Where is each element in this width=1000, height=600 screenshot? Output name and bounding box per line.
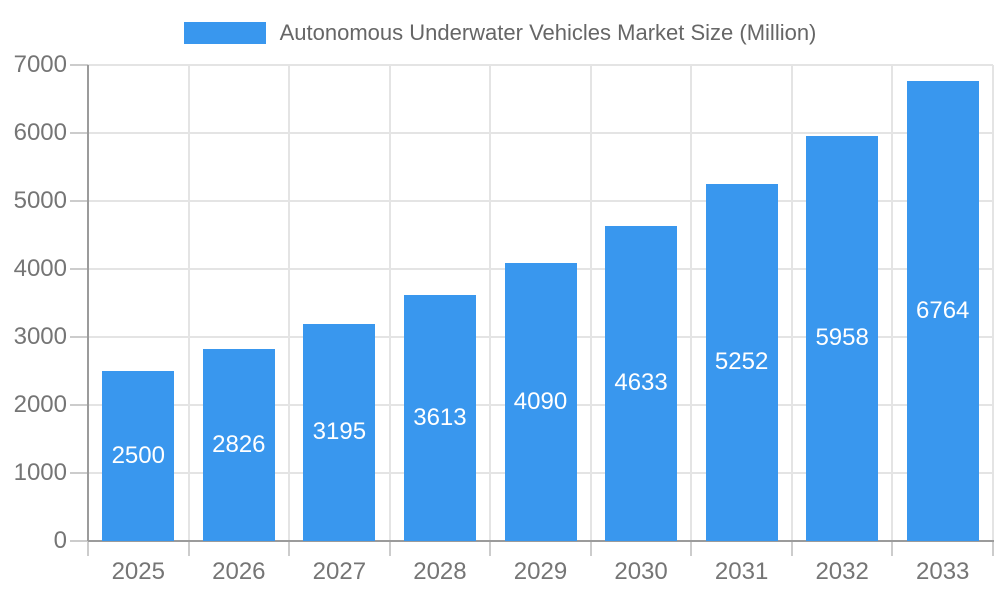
x-tick-label: 2025 bbox=[111, 558, 165, 585]
bar-value-label: 4090 bbox=[513, 387, 568, 415]
x-tick-label: 2031 bbox=[714, 558, 769, 585]
x-axis-tick bbox=[489, 541, 492, 556]
x-tick-label: 2033 bbox=[916, 558, 970, 585]
bar-value-label: 6764 bbox=[916, 297, 970, 325]
x-gridline bbox=[187, 65, 190, 541]
bar-value-label: 5252 bbox=[714, 348, 769, 376]
y-tick-label: 7000 bbox=[13, 51, 67, 78]
y-tick-label: 1000 bbox=[13, 459, 67, 486]
x-gridline bbox=[690, 65, 693, 541]
legend-swatch-icon bbox=[183, 22, 266, 44]
y-gridline bbox=[88, 132, 993, 134]
y-tick-label: 6000 bbox=[13, 119, 67, 146]
bar[interactable] bbox=[705, 183, 778, 541]
x-axis-tick bbox=[589, 541, 592, 556]
bar[interactable] bbox=[906, 81, 979, 541]
y-axis-tick bbox=[70, 64, 88, 66]
y-axis-tick bbox=[70, 540, 88, 542]
bar[interactable] bbox=[303, 323, 376, 541]
x-axis-line bbox=[88, 540, 994, 542]
bar[interactable] bbox=[202, 348, 275, 541]
y-axis-tick bbox=[70, 200, 88, 202]
y-axis-tick bbox=[70, 404, 88, 406]
y-axis-tick bbox=[70, 336, 88, 338]
bar[interactable] bbox=[403, 295, 476, 541]
y-tick-label: 2000 bbox=[13, 391, 67, 418]
y-tick-label: 4000 bbox=[13, 255, 67, 282]
legend-label: Autonomous Underwater Vehicles Market Si… bbox=[279, 20, 817, 45]
y-axis-tick bbox=[70, 132, 88, 134]
x-gridline bbox=[288, 65, 291, 541]
bar[interactable] bbox=[605, 225, 678, 541]
bar[interactable] bbox=[504, 262, 577, 541]
x-tick-label: 2032 bbox=[815, 558, 869, 585]
y-gridline bbox=[88, 64, 993, 66]
bar-value-label: 3613 bbox=[413, 404, 467, 432]
x-tick-label: 2030 bbox=[614, 558, 668, 585]
x-tick-label: 2028 bbox=[413, 558, 467, 585]
y-tick-label: 3000 bbox=[13, 323, 67, 350]
x-axis-tick bbox=[992, 541, 994, 556]
bar-value-label: 5958 bbox=[815, 324, 869, 352]
x-gridline bbox=[790, 65, 793, 541]
x-axis-tick bbox=[891, 541, 894, 556]
x-axis-tick bbox=[288, 541, 291, 556]
bar-value-label: 4633 bbox=[614, 369, 668, 397]
x-axis-tick bbox=[388, 541, 391, 556]
legend[interactable]: Autonomous Underwater Vehicles Market Si… bbox=[0, 16, 1000, 50]
y-axis-tick bbox=[70, 268, 88, 270]
x-tick-label: 2029 bbox=[513, 558, 568, 585]
x-axis-tick bbox=[690, 541, 693, 556]
x-gridline bbox=[489, 65, 492, 541]
y-axis-tick bbox=[70, 472, 88, 474]
bar-value-label: 3195 bbox=[312, 418, 367, 446]
bar-value-label: 2500 bbox=[111, 442, 165, 469]
x-tick-label: 2026 bbox=[212, 558, 266, 585]
bar[interactable] bbox=[806, 135, 879, 541]
x-gridline bbox=[891, 65, 894, 541]
y-gridline bbox=[88, 200, 993, 202]
x-tick-label: 2027 bbox=[312, 558, 367, 585]
x-gridline bbox=[992, 65, 994, 541]
x-axis-tick bbox=[87, 541, 89, 556]
x-gridline bbox=[589, 65, 592, 541]
bar[interactable] bbox=[102, 371, 175, 541]
bar-value-label: 2826 bbox=[212, 430, 266, 458]
y-axis-line bbox=[87, 65, 89, 541]
y-tick-label: 5000 bbox=[13, 187, 67, 214]
x-axis-tick bbox=[790, 541, 793, 556]
y-tick-label: 0 bbox=[53, 527, 67, 554]
x-axis-tick bbox=[187, 541, 190, 556]
x-gridline bbox=[388, 65, 391, 541]
